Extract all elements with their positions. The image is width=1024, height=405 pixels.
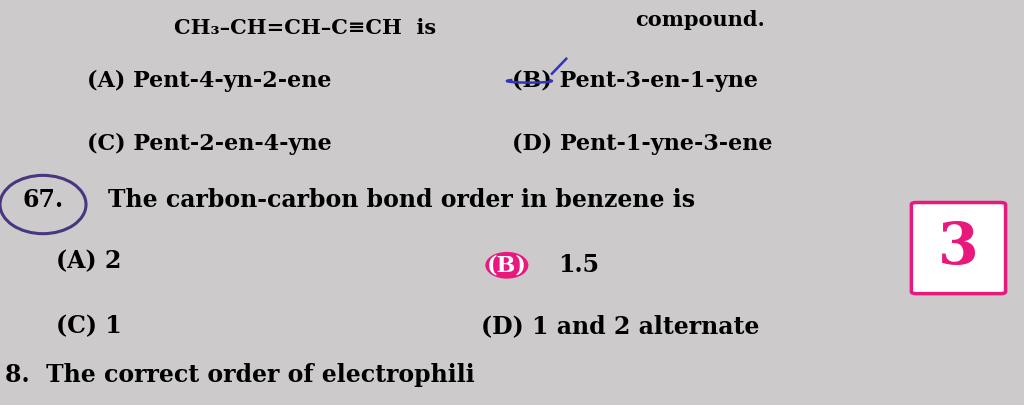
Text: 67.: 67. (23, 188, 63, 213)
Text: (C) 1: (C) 1 (56, 314, 122, 338)
Text: 3: 3 (938, 220, 979, 276)
Text: (A) Pent-4-yn-2-ene: (A) Pent-4-yn-2-ene (87, 70, 332, 92)
Text: 8.  The correct order of electrophili: 8. The correct order of electrophili (5, 363, 475, 387)
Text: (A) 2: (A) 2 (56, 249, 122, 273)
Text: The carbon-carbon bond order in benzene is: The carbon-carbon bond order in benzene … (108, 188, 694, 213)
Text: (D) Pent-1-yne-3-ene: (D) Pent-1-yne-3-ene (512, 133, 772, 155)
FancyBboxPatch shape (911, 202, 1006, 294)
Text: (B) Pent-3-en-1-yne: (B) Pent-3-en-1-yne (512, 70, 758, 92)
Text: compound.: compound. (635, 10, 765, 30)
Ellipse shape (485, 252, 528, 279)
Text: 1.5: 1.5 (558, 253, 599, 277)
Text: (B): (B) (487, 254, 526, 276)
Text: (C) Pent-2-en-4-yne: (C) Pent-2-en-4-yne (87, 133, 332, 155)
Text: CH₃–CH=CH–C≡CH  is: CH₃–CH=CH–C≡CH is (174, 18, 436, 38)
Text: (D) 1 and 2 alternate: (D) 1 and 2 alternate (481, 314, 760, 338)
